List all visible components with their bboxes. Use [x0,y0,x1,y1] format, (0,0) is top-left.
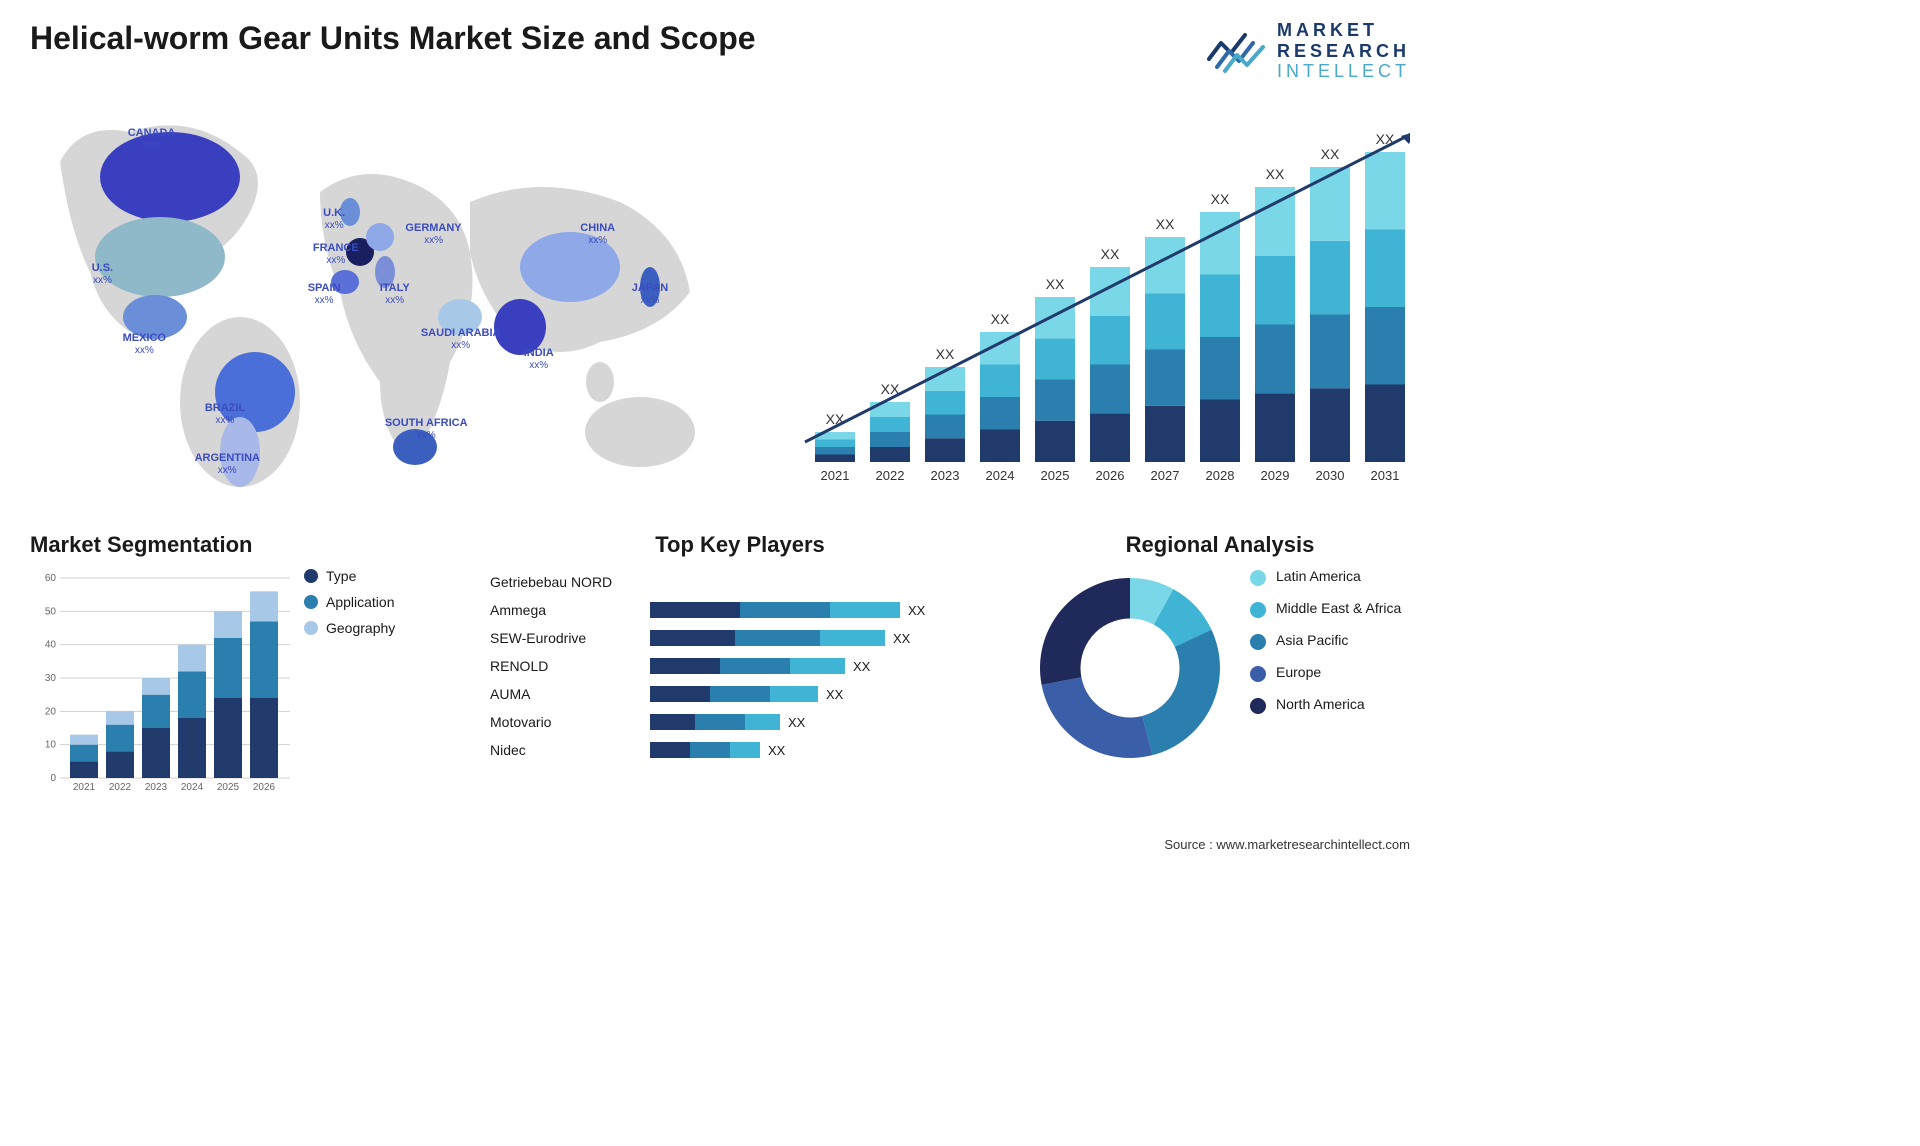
svg-text:XX: XX [1046,276,1065,292]
svg-text:2023: 2023 [145,782,168,793]
player-bar-row: XX [650,680,990,708]
svg-text:2030: 2030 [1316,468,1345,483]
player-label: Ammega [490,596,640,624]
segmentation-chart: 0 10 20 30 40 50 60 2021 2022 2023 2024 2025 2026 [30,568,290,798]
logo-line-1: MARKET [1277,20,1410,41]
svg-text:20: 20 [45,706,57,717]
svg-text:2024: 2024 [181,782,204,793]
player-value: XX [893,631,910,646]
legend-item: Application [304,594,395,610]
map-label: ITALYxx% [380,282,410,307]
svg-text:XX: XX [1211,191,1230,207]
svg-text:60: 60 [45,573,57,584]
map-label: JAPANxx% [632,282,668,307]
svg-text:XX: XX [1156,216,1175,232]
player-bar-row [650,568,990,596]
legend-item: Geography [304,620,395,636]
map-label: SAUDI ARABIAxx% [421,327,501,352]
legend-item: Asia Pacific [1250,632,1401,650]
svg-text:XX: XX [1266,166,1285,182]
svg-text:XX: XX [1321,146,1340,162]
logo-mark-icon [1207,29,1267,73]
map-label: INDIAxx% [524,347,554,372]
segmentation-panel: Market Segmentation 0 10 20 30 40 50 60 2021 202… [30,532,450,812]
page-title: Helical-worm Gear Units Market Size and … [30,20,756,57]
player-value: XX [853,659,870,674]
map-label: CANADAxx% [128,127,176,152]
segmentation-title: Market Segmentation [30,532,450,558]
legend-item: Type [304,568,395,584]
map-label: MEXICOxx% [123,332,166,357]
player-bar-row: XX [650,708,990,736]
svg-text:2029: 2029 [1261,468,1290,483]
legend-item: North America [1250,696,1401,714]
key-players-labels: Getriebebau NORDAmmegaSEW-EurodriveRENOL… [490,568,640,764]
svg-text:40: 40 [45,640,57,651]
svg-text:2022: 2022 [876,468,905,483]
map-label: U.K.xx% [323,207,345,232]
map-label: GERMANYxx% [405,222,461,247]
player-label: RENOLD [490,652,640,680]
regional-legend: Latin America Middle East & Africa Asia Pa… [1250,568,1401,728]
svg-text:XX: XX [991,311,1010,327]
svg-text:2031: 2031 [1371,468,1400,483]
player-label: AUMA [490,680,640,708]
player-bar-row: XX [650,596,990,624]
player-bar-row: XX [650,652,990,680]
player-label: Getriebebau NORD [490,568,640,596]
player-value: XX [826,687,843,702]
player-label: Nidec [490,736,640,764]
legend-item: Europe [1250,664,1401,682]
map-label: U.S.xx% [92,262,113,287]
world-map: CANADAxx% U.S.xx% MEXICOxx% BRAZILxx% ARGENT… [30,102,750,502]
player-value: XX [768,743,785,758]
logo-line-2: RESEARCH [1277,41,1410,62]
player-bar-row: XX [650,736,990,764]
regional-title: Regional Analysis [1030,532,1410,558]
regional-panel: Regional Analysis Latin America Middle Ea… [1030,532,1410,812]
regional-donut [1030,568,1230,768]
svg-text:2028: 2028 [1206,468,1235,483]
map-label: ARGENTINAxx% [195,452,260,477]
source-text: Source : www.marketresearchintellect.com [1164,837,1410,852]
svg-text:2027: 2027 [1151,468,1180,483]
player-bar-row: XX [650,624,990,652]
svg-text:2021: 2021 [821,468,850,483]
svg-text:2022: 2022 [109,782,132,793]
logo-line-3: INTELLECT [1277,61,1410,82]
svg-text:XX: XX [1101,246,1120,262]
svg-text:2026: 2026 [1096,468,1125,483]
map-label: CHINAxx% [580,222,615,247]
svg-text:XX: XX [936,346,955,362]
svg-text:2026: 2026 [253,782,276,793]
svg-text:2025: 2025 [217,782,240,793]
key-players-panel: Top Key Players Getriebebau NORDAmmegaSE… [490,532,990,812]
map-label: SPAINxx% [308,282,341,307]
svg-text:2025: 2025 [1041,468,1070,483]
legend-item: Middle East & Africa [1250,600,1401,618]
key-players-title: Top Key Players [490,532,990,558]
map-label: SOUTH AFRICAxx% [385,417,468,442]
svg-text:10: 10 [45,740,57,751]
key-players-bars: XXXXXXXXXXXX [650,568,990,764]
logo-text: MARKET RESEARCH INTELLECT [1277,20,1410,82]
brand-logo: MARKET RESEARCH INTELLECT [1207,20,1410,82]
segmentation-legend: Type Application Geography [304,568,395,798]
map-label: BRAZILxx% [205,402,245,427]
svg-text:50: 50 [45,606,57,617]
svg-text:2021: 2021 [73,782,96,793]
player-value: XX [788,715,805,730]
map-label: FRANCExx% [313,242,359,267]
legend-item: Latin America [1250,568,1401,586]
svg-text:2023: 2023 [931,468,960,483]
player-label: SEW-Eurodrive [490,624,640,652]
svg-text:2024: 2024 [986,468,1015,483]
svg-text:0: 0 [50,773,56,784]
market-growth-chart: XX 2021 XX 2022 XX 2023 XX 2024 XX 2025 XX 2026 XX 20… [770,102,1410,502]
player-value: XX [908,603,925,618]
svg-text:30: 30 [45,673,57,684]
player-label: Motovario [490,708,640,736]
